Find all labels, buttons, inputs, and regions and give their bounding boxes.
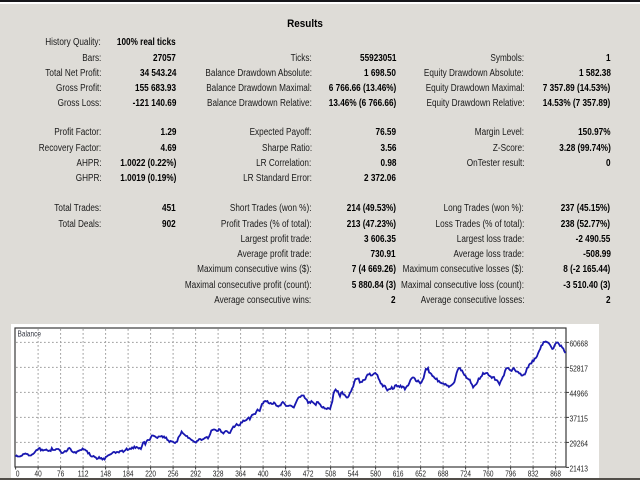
- svg-text:760: 760: [482, 468, 493, 478]
- svg-text:472: 472: [302, 468, 313, 478]
- svg-text:21413: 21413: [569, 463, 588, 473]
- svg-text:436: 436: [280, 468, 291, 478]
- svg-text:60668: 60668: [569, 338, 588, 348]
- svg-text:0: 0: [15, 468, 19, 478]
- svg-text:400: 400: [257, 468, 268, 478]
- svg-text:256: 256: [167, 468, 178, 478]
- svg-text:29264: 29264: [569, 438, 588, 448]
- svg-text:52817: 52817: [569, 363, 588, 373]
- svg-text:40: 40: [34, 468, 41, 478]
- svg-text:364: 364: [235, 468, 246, 478]
- svg-text:724: 724: [460, 468, 471, 478]
- svg-text:832: 832: [527, 468, 538, 478]
- svg-text:112: 112: [77, 468, 88, 478]
- svg-text:44966: 44966: [569, 388, 588, 398]
- svg-text:868: 868: [550, 468, 561, 478]
- svg-text:580: 580: [370, 468, 381, 478]
- svg-text:292: 292: [190, 468, 201, 478]
- svg-text:220: 220: [145, 468, 156, 478]
- svg-text:796: 796: [505, 468, 516, 478]
- svg-text:76: 76: [57, 468, 64, 478]
- svg-text:508: 508: [325, 468, 336, 478]
- svg-text:652: 652: [415, 468, 426, 478]
- svg-text:184: 184: [122, 468, 133, 478]
- svg-text:37115: 37115: [569, 413, 588, 423]
- svg-text:328: 328: [212, 468, 223, 478]
- svg-text:148: 148: [100, 468, 111, 478]
- svg-text:Balance: Balance: [17, 328, 41, 338]
- svg-text:616: 616: [392, 468, 403, 478]
- svg-text:688: 688: [437, 468, 448, 478]
- svg-text:544: 544: [347, 468, 358, 478]
